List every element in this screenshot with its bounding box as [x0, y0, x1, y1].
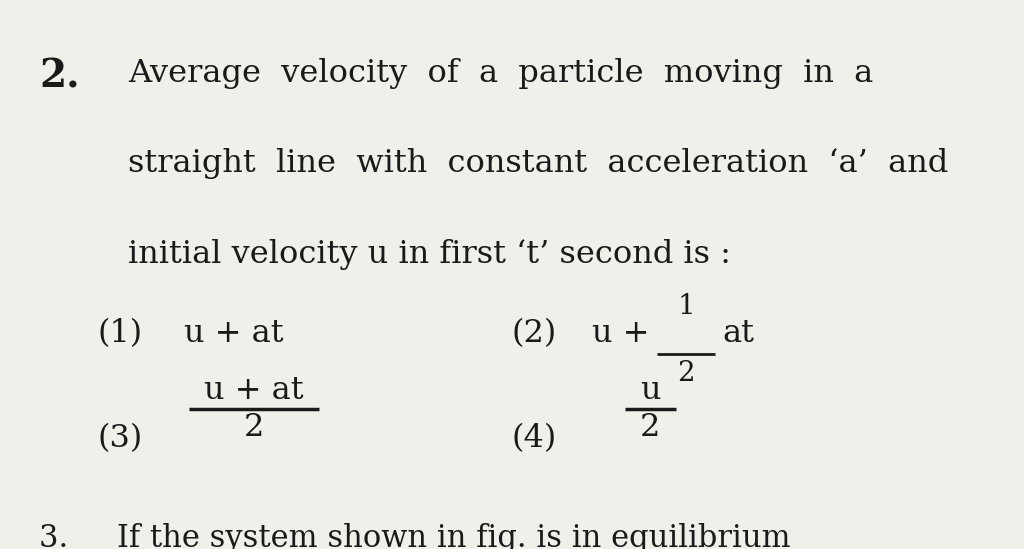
Text: 2: 2: [244, 412, 264, 442]
Text: at: at: [722, 318, 754, 349]
Text: (1): (1): [97, 318, 142, 349]
Text: 2: 2: [677, 360, 695, 386]
Text: initial velocity u in first ‘t’ second is :: initial velocity u in first ‘t’ second i…: [128, 239, 731, 270]
Text: u + at: u + at: [184, 318, 284, 349]
Text: 1: 1: [677, 293, 695, 320]
Text: u + at: u + at: [204, 376, 304, 406]
Text: (4): (4): [512, 423, 557, 453]
Text: (3): (3): [97, 423, 142, 453]
Text: 2.: 2.: [39, 58, 80, 96]
Text: Average  velocity  of  a  particle  moving  in  a: Average velocity of a particle moving in…: [128, 58, 873, 88]
Text: u +: u +: [592, 318, 649, 349]
Text: (2): (2): [512, 318, 557, 349]
Text: straight  line  with  constant  acceleration  ‘a’  and: straight line with constant acceleration…: [128, 148, 948, 179]
Text: u: u: [640, 376, 660, 406]
Text: 2: 2: [640, 412, 660, 442]
Text: 3.     If the system shown in fig. is in equilibrium: 3. If the system shown in fig. is in equ…: [39, 523, 791, 549]
